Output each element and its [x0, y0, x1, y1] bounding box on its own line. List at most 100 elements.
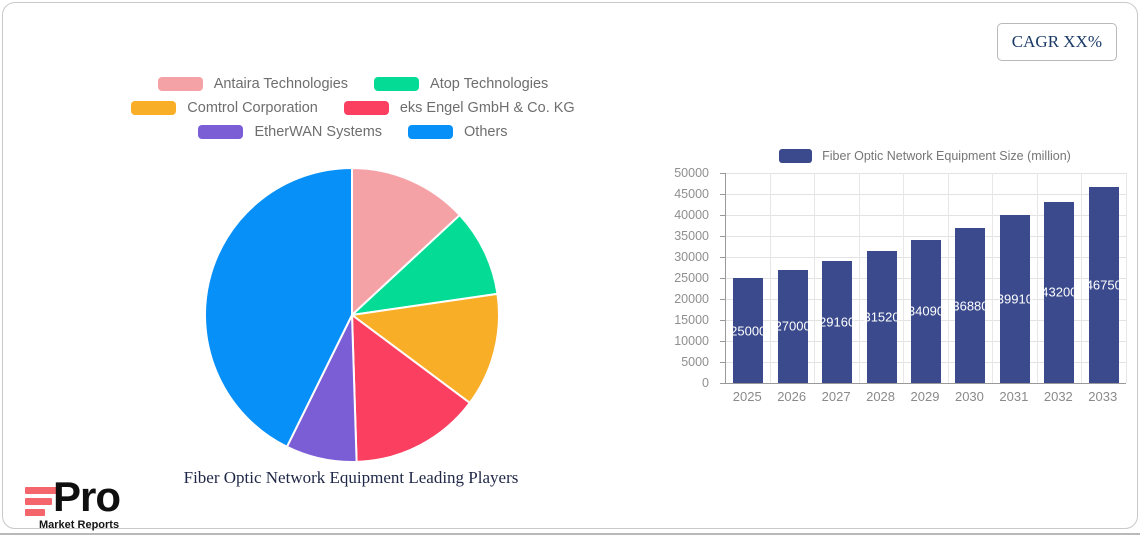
legend-item-antaira-technologies[interactable]: Antaira Technologies	[157, 76, 349, 92]
pie-slice-antaira-technologies	[351, 167, 461, 316]
legend-label: Others	[464, 124, 508, 140]
y-tick	[720, 361, 726, 363]
y-tick	[720, 193, 726, 195]
bar-value-label: 36880	[952, 298, 989, 314]
gridline	[726, 214, 1126, 216]
y-tick	[720, 382, 726, 384]
pie-chart-title: Fiber Optic Network Equipment Leading Pl…	[183, 468, 519, 487]
gridline	[1036, 173, 1038, 383]
bar-2030: 36880	[952, 228, 989, 383]
pie-slice-eks-engel-gmbh-co-kg	[351, 314, 471, 463]
y-tick-label: 5000	[681, 355, 709, 369]
x-tick-label: 2027	[821, 389, 851, 404]
y-tick-label: 50000	[674, 166, 709, 180]
legend-label: Atop Technologies	[430, 76, 549, 92]
y-tick	[720, 172, 726, 174]
logo-bars-icon	[25, 487, 59, 516]
bar-2026: 27000	[774, 269, 811, 383]
bar-2028: 31520	[863, 250, 900, 383]
legend-swatch	[131, 101, 177, 115]
pie-legend-row: Antaira Technologies Atop Technologies	[63, 76, 643, 92]
bar-legend-swatch	[779, 149, 813, 163]
bar-2027: 29160	[819, 260, 856, 383]
logo-subtitle-text: Market Reports	[39, 519, 120, 531]
legend-swatch	[198, 125, 244, 139]
x-tick-label: 2030	[954, 389, 984, 404]
bar-value-label: 25000	[730, 323, 767, 338]
bar-value-label: 39910	[996, 291, 1033, 307]
cagr-label: CAGR XX%	[1011, 32, 1102, 51]
pie-slice-others	[204, 167, 353, 448]
legend-item-eks-engel-gmbh-co-kg[interactable]: eks Engel GmbH & Co. KG	[343, 100, 575, 116]
gridline	[726, 193, 1126, 195]
y-tick-label: 35000	[674, 229, 709, 243]
y-tick	[720, 319, 726, 321]
bar-2033: 46750	[1085, 186, 1122, 383]
y-tick	[720, 214, 726, 216]
y-tick	[720, 256, 726, 258]
legend-item-atop-technologies[interactable]: Atop Technologies	[374, 76, 548, 92]
logo-brand-text: Pro	[53, 473, 121, 520]
pie-chart	[204, 167, 500, 463]
pie-legend: Antaira Technologies Atop Technologies Com…	[63, 76, 643, 148]
bar-2029: 34090	[907, 239, 945, 383]
gridline	[858, 173, 860, 383]
bar-legend-label: Fiber Optic Network Equipment Size (mill…	[822, 149, 1071, 163]
bar-value-label: 27000	[774, 318, 811, 334]
bar-2025: 25000	[730, 278, 767, 383]
x-tick-label: 2026	[777, 389, 807, 404]
legend-item-etherwan-systems[interactable]: EtherWAN Systems	[198, 124, 382, 140]
y-tick-label: 30000	[674, 250, 709, 264]
y-tick-label: 40000	[674, 208, 709, 222]
pie-slice-comtrol-corporation	[351, 292, 500, 404]
gridline	[726, 172, 1126, 174]
logo-bar	[25, 487, 59, 494]
bar-value-label: 29160	[819, 314, 856, 330]
y-tick	[720, 298, 726, 300]
legend-item-comtrol-corporation[interactable]: Comtrol Corporation	[131, 100, 318, 116]
x-tick-label: 2032	[1043, 389, 1073, 404]
y-tick-label: 25000	[674, 271, 709, 285]
pie-legend-row: EtherWAN Systems Others	[63, 124, 643, 140]
y-tick	[720, 235, 726, 237]
logo-bar	[25, 509, 45, 516]
bar-chart-plot-area: 25000 27000 29160 31520 34090 36880 39910 43200…	[720, 172, 1127, 384]
gridline	[726, 235, 1126, 237]
bar-2031: 39910	[996, 215, 1033, 383]
gridline	[903, 173, 905, 383]
legend-label: Antaira Technologies	[213, 76, 349, 92]
y-tick-label: 15000	[674, 313, 709, 327]
bottom-divider	[0, 533, 1140, 535]
x-tick-label: 2029	[910, 389, 940, 404]
legend-swatch	[343, 101, 389, 115]
legend-label: EtherWAN Systems	[254, 124, 383, 140]
bar-2032: 43200	[1041, 201, 1077, 383]
gridline	[1081, 173, 1083, 383]
bar-value-label: 34090	[907, 303, 945, 319]
legend-swatch	[408, 125, 454, 139]
bar-chart-legend[interactable]: Fiber Optic Network Equipment Size (mill…	[725, 149, 1125, 163]
legend-label: eks Engel GmbH & Co. KG	[399, 100, 575, 116]
bar-value-label: 46750	[1085, 277, 1122, 293]
bar-value-label: 31520	[863, 309, 900, 325]
legend-label: Comtrol Corporation	[187, 100, 318, 116]
legend-swatch	[157, 77, 203, 91]
gridline	[1125, 173, 1127, 383]
pie-legend-row: Comtrol Corporation eks Engel GmbH & Co. …	[63, 100, 643, 116]
cagr-badge: CAGR XX%	[996, 23, 1117, 61]
x-tick-label: 2033	[1088, 389, 1118, 404]
x-tick-label: 2028	[866, 389, 896, 404]
y-tick	[720, 340, 726, 342]
bar-chart-y-axis: 0 5000 10000 15000 20000 25000 30000 35000 40000…	[653, 166, 719, 390]
x-tick-label: 2031	[999, 389, 1029, 404]
legend-swatch	[374, 77, 420, 91]
y-tick	[720, 277, 726, 279]
legend-item-others[interactable]: Others	[408, 124, 508, 140]
y-tick-label: 20000	[674, 292, 709, 306]
logo-bar	[25, 498, 52, 505]
gridline	[769, 173, 771, 383]
gridline	[947, 173, 949, 383]
x-tick-label: 2025	[732, 389, 762, 404]
gridline	[992, 173, 994, 383]
